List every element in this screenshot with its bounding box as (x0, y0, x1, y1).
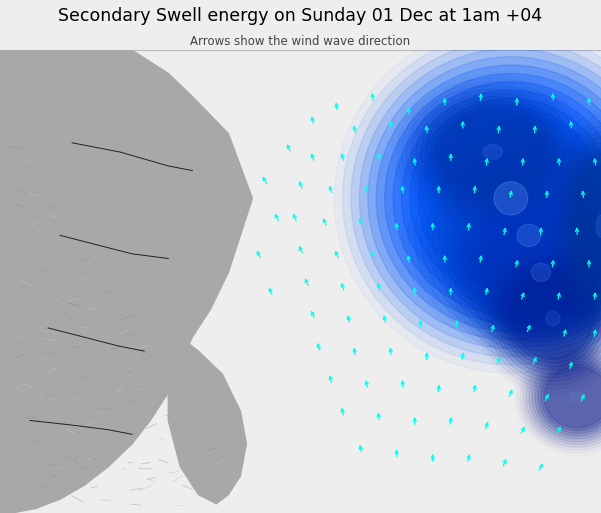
Ellipse shape (343, 32, 601, 365)
Ellipse shape (410, 98, 601, 298)
Text: Arrows show the wind wave direction: Arrows show the wind wave direction (191, 35, 410, 48)
Ellipse shape (483, 145, 502, 160)
Ellipse shape (567, 148, 601, 304)
Ellipse shape (510, 274, 596, 363)
Ellipse shape (558, 126, 601, 326)
Ellipse shape (488, 252, 601, 385)
Ellipse shape (570, 154, 601, 298)
Ellipse shape (538, 361, 601, 433)
Ellipse shape (488, 222, 594, 323)
Ellipse shape (409, 124, 601, 346)
Ellipse shape (555, 121, 601, 331)
Ellipse shape (416, 93, 570, 211)
Ellipse shape (450, 185, 601, 360)
Ellipse shape (544, 367, 601, 428)
Ellipse shape (457, 169, 601, 302)
Ellipse shape (421, 135, 601, 336)
Ellipse shape (532, 356, 601, 439)
Ellipse shape (499, 263, 601, 374)
Ellipse shape (463, 174, 595, 297)
Ellipse shape (401, 90, 601, 307)
Ellipse shape (529, 353, 601, 442)
Ellipse shape (439, 152, 601, 319)
Polygon shape (162, 277, 180, 300)
Ellipse shape (440, 111, 546, 193)
Ellipse shape (523, 347, 601, 447)
Ellipse shape (426, 100, 560, 204)
Ellipse shape (572, 160, 601, 293)
Ellipse shape (415, 130, 601, 341)
Polygon shape (0, 50, 252, 513)
Ellipse shape (571, 392, 583, 403)
Ellipse shape (541, 364, 601, 430)
Polygon shape (168, 337, 246, 504)
Ellipse shape (517, 224, 541, 246)
Ellipse shape (492, 255, 601, 382)
Ellipse shape (351, 40, 601, 357)
Ellipse shape (435, 108, 551, 196)
Ellipse shape (546, 311, 560, 326)
Ellipse shape (406, 86, 579, 219)
Ellipse shape (385, 73, 601, 323)
Ellipse shape (596, 215, 601, 237)
Ellipse shape (535, 359, 601, 436)
Ellipse shape (560, 132, 601, 321)
Ellipse shape (494, 182, 528, 215)
Ellipse shape (430, 104, 555, 200)
Ellipse shape (393, 82, 601, 315)
Ellipse shape (454, 189, 601, 356)
Ellipse shape (502, 267, 601, 370)
Ellipse shape (376, 65, 601, 331)
Ellipse shape (563, 137, 601, 315)
Ellipse shape (411, 89, 575, 215)
Ellipse shape (506, 270, 600, 367)
Ellipse shape (464, 199, 601, 346)
Ellipse shape (575, 165, 601, 287)
Ellipse shape (565, 143, 601, 309)
Ellipse shape (478, 212, 601, 332)
Ellipse shape (474, 208, 601, 337)
Ellipse shape (359, 48, 601, 348)
Ellipse shape (484, 248, 601, 389)
Ellipse shape (526, 350, 601, 445)
Ellipse shape (427, 141, 601, 330)
Ellipse shape (513, 278, 593, 360)
Ellipse shape (368, 57, 601, 340)
Text: Secondary Swell energy on Sunday 01 Dec at 1am +04: Secondary Swell energy on Sunday 01 Dec … (58, 7, 543, 25)
Ellipse shape (495, 260, 601, 378)
Ellipse shape (469, 203, 601, 342)
Ellipse shape (445, 157, 601, 313)
Ellipse shape (483, 217, 599, 328)
Ellipse shape (401, 82, 584, 223)
Ellipse shape (433, 147, 601, 324)
Ellipse shape (531, 263, 551, 282)
Ellipse shape (421, 96, 565, 208)
Ellipse shape (451, 163, 601, 308)
Ellipse shape (418, 107, 601, 290)
Ellipse shape (459, 194, 601, 351)
